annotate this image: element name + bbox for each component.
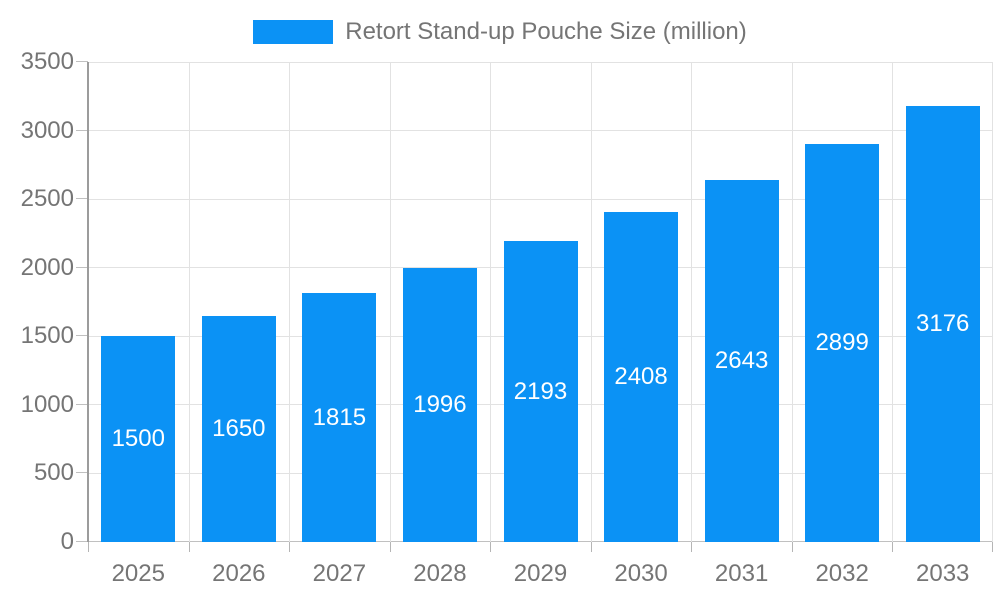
x-gridline-2 — [289, 62, 291, 542]
chart-legend[interactable]: Retort Stand-up Pouche Size (million) — [0, 16, 1000, 48]
x-axis-label-2029: 2029 — [513, 560, 568, 587]
x-axis-labels: 2025 2026 2027 2028 2029 2030 2031 2032 2033 — [88, 558, 993, 590]
bar-value-label-2028: 1996 — [413, 391, 467, 419]
bar-value-label-2027: 1815 — [312, 403, 367, 431]
bar-value-label-2026: 1650 — [212, 414, 266, 442]
y-axis-label-0: 0 — [60, 528, 74, 555]
y-tick-3000 — [76, 129, 88, 131]
y-axis-label-3000: 3000 — [20, 116, 74, 144]
y-axis-label-1500: 1500 — [20, 322, 74, 350]
x-tick-6 — [691, 542, 693, 552]
bar-value-label-2033: 3176 — [916, 310, 970, 338]
bar-2031[interactable]: 2643 — [704, 179, 779, 542]
y-axis-line — [87, 62, 89, 542]
x-tick-9 — [992, 542, 993, 552]
x-axis-label-2026: 2026 — [212, 560, 266, 587]
y-tick-2000 — [76, 266, 88, 268]
y-gridline-2500 — [88, 198, 993, 200]
x-axis-label-2031: 2031 — [714, 560, 769, 587]
y-tick-500 — [76, 472, 88, 474]
legend-label: Retort Stand-up Pouche Size (million) — [345, 18, 747, 45]
y-tick-2500 — [76, 198, 88, 200]
bar-value-label-2029: 2193 — [513, 377, 568, 405]
x-gridline-8 — [892, 62, 894, 542]
x-tick-2 — [289, 542, 291, 552]
y-gridline-3000 — [88, 130, 993, 132]
x-gridline-4 — [490, 62, 492, 542]
bar-2026[interactable]: 1650 — [201, 315, 276, 542]
bar-2032[interactable]: 2899 — [805, 144, 880, 542]
y-axis-label-3500: 3500 — [20, 48, 74, 75]
plot-area: 1500 1650 1815 1996 2193 2408 2643 2899 3176 — [76, 61, 993, 552]
bar-2025[interactable]: 1500 — [101, 336, 176, 542]
bar-value-label-2030: 2408 — [614, 362, 668, 390]
x-axis-label-2032: 2032 — [815, 560, 869, 587]
bar-2030[interactable]: 2408 — [604, 211, 679, 542]
x-gridline-7 — [791, 62, 793, 542]
x-gridline-3 — [389, 62, 391, 542]
bar-value-label-2031: 2643 — [714, 346, 769, 374]
y-axis-label-2500: 2500 — [20, 185, 74, 213]
y-axis-labels: 0 500 1000 1500 2000 2500 3000 3500 — [0, 50, 74, 554]
x-gridline-6 — [691, 62, 693, 542]
bar-2027[interactable]: 1815 — [302, 293, 377, 542]
y-tick-0 — [76, 541, 88, 542]
x-axis-label-2033: 2033 — [916, 560, 970, 587]
bar-2028[interactable]: 1996 — [402, 268, 477, 542]
x-gridline-9 — [992, 62, 993, 542]
y-gridline-3500 — [88, 61, 993, 63]
y-axis-label-500: 500 — [33, 459, 74, 487]
x-gridline-5 — [590, 62, 592, 542]
y-axis-label-1000: 1000 — [20, 390, 74, 418]
bar-2029[interactable]: 2193 — [503, 241, 578, 542]
x-tick-1 — [188, 542, 190, 552]
x-gridline-1 — [188, 62, 190, 542]
x-tick-4 — [490, 542, 492, 552]
legend-swatch — [253, 20, 334, 44]
x-tick-3 — [389, 542, 391, 552]
x-tick-8 — [892, 542, 894, 552]
y-tick-3500 — [76, 61, 88, 62]
x-tick-5 — [590, 542, 592, 552]
x-axis-label-2025: 2025 — [111, 560, 165, 587]
y-axis-label-2000: 2000 — [20, 253, 74, 281]
y-tick-1500 — [76, 335, 88, 337]
y-tick-1000 — [76, 403, 88, 405]
bar-2033[interactable]: 3176 — [905, 106, 980, 542]
x-axis-label-2027: 2027 — [312, 560, 367, 587]
x-tick-0 — [88, 542, 89, 552]
x-axis-label-2028: 2028 — [413, 560, 467, 587]
bar-value-label-2025: 1500 — [111, 425, 165, 453]
x-axis-label-2030: 2030 — [614, 560, 668, 587]
x-tick-7 — [791, 542, 793, 552]
bar-value-label-2032: 2899 — [815, 329, 869, 357]
